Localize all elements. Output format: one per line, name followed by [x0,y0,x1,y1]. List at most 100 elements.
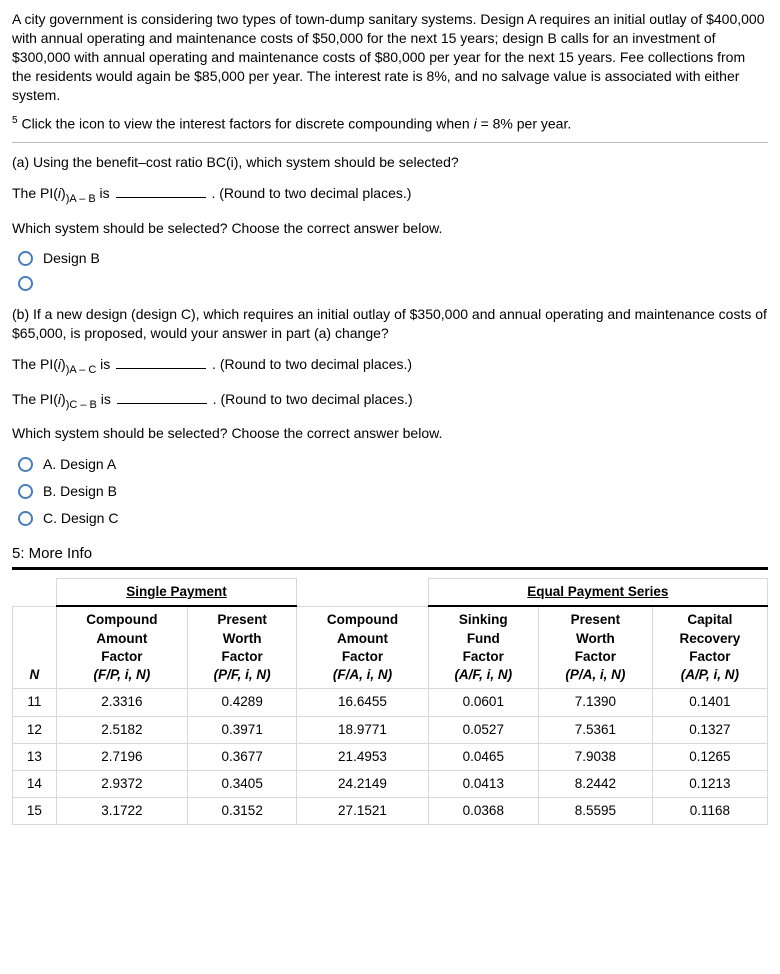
col-ap-header: Capital Recovery Factor (A/P, i, N) [652,606,767,688]
cell: 0.3405 [188,770,297,797]
group-equal-payment: Equal Payment Series [428,579,767,607]
h: Compound [63,611,181,629]
h: Present [194,611,290,629]
pi-ac-sub: ))A – C [61,356,96,372]
pi-ab-blank[interactable] [116,184,206,198]
group-single-payment: Single Payment [56,579,297,607]
interest-factors-table: Single Payment Equal Payment Series N Co… [12,578,768,825]
h: (P/A, i, N) [545,666,646,684]
cell: 7.1390 [538,689,652,716]
pi-ac-subscript: )A – C [66,364,97,376]
more-info-divider [12,567,768,570]
part-a-option-empty[interactable] [18,276,768,291]
h: Factor [303,648,421,666]
col-af-header: Sinking Fund Factor (A/F, i, N) [428,606,538,688]
footnote: 5 Click the icon to view the interest fa… [12,114,768,134]
pi-ab-subscript: )A – B [66,193,96,205]
cell: 0.0368 [428,798,538,825]
more-info-label: 5: More Info [12,544,768,564]
problem-statement: A city government is considering two typ… [12,10,768,104]
radio-icon[interactable] [18,511,33,526]
h: Factor [435,648,532,666]
cell: 0.3971 [188,716,297,743]
h: Factor [545,648,646,666]
cell: 14 [13,770,57,797]
pi-cb-blank[interactable] [117,390,207,404]
cell: 15 [13,798,57,825]
pi-cb-pre: The PI( [12,391,58,407]
cell: 0.0527 [428,716,538,743]
h: Worth [545,630,646,648]
pi-ab-is: is [96,185,114,201]
radio-icon[interactable] [18,251,33,266]
footnote-tail: = 8% per year. [477,116,572,132]
cell: 2.7196 [56,743,187,770]
blank-header [13,579,57,607]
part-b-choose: Which system should be selected? Choose … [12,424,768,443]
h: Recovery [659,630,761,648]
cell: 0.1265 [652,743,767,770]
cell: 2.9372 [56,770,187,797]
h: Factor [194,648,290,666]
cell: 0.1327 [652,716,767,743]
cell: 13 [13,743,57,770]
cell: 0.1213 [652,770,767,797]
cell: 2.3316 [56,689,187,716]
pi-ab-sub: ))A – B [61,185,96,201]
part-b-option-a[interactable]: A. Design A [18,455,768,474]
cell: 7.9038 [538,743,652,770]
h: (F/P, i, N) [63,666,181,684]
pi-cb-subscript: )C – B [66,399,97,411]
pi-ac-pre: The PI( [12,356,58,372]
part-a-choose: Which system should be selected? Choose … [12,219,768,238]
table-row: 12 2.5182 0.3971 18.9771 0.0527 7.5361 0… [13,716,768,743]
pi-cb-sub: ))C – B [61,391,97,407]
cell: 18.9771 [297,716,428,743]
col-pa-header: Present Worth Factor (P/A, i, N) [538,606,652,688]
pi-cb-is: is [97,391,115,407]
h: Worth [194,630,290,648]
cell: 8.2442 [538,770,652,797]
part-b-option-a-label: A. Design A [43,455,116,474]
cell: 12 [13,716,57,743]
radio-icon[interactable] [18,457,33,472]
part-b-option-c[interactable]: C. Design C [18,509,768,528]
cell: 0.1168 [652,798,767,825]
h: Capital [659,611,761,629]
cell: 27.1521 [297,798,428,825]
h: Compound [303,611,421,629]
pi-ac-tail: . (Round to two decimal places.) [208,356,412,372]
table-row: 11 2.3316 0.4289 16.6455 0.0601 7.1390 0… [13,689,768,716]
h: Fund [435,630,532,648]
pi-cb-tail: . (Round to two decimal places.) [209,391,413,407]
table-row: 15 3.1722 0.3152 27.1521 0.0368 8.5595 0… [13,798,768,825]
pi-ac-blank[interactable] [116,355,206,369]
part-b-input-line-1: The PI(i))A – C is . (Round to two decim… [12,355,768,378]
blank-header [297,579,428,607]
h: Sinking [435,611,532,629]
part-a-input-line: The PI(i))A – B is . (Round to two decim… [12,184,768,207]
cell: 8.5595 [538,798,652,825]
cell: 0.1401 [652,689,767,716]
cell: 0.4289 [188,689,297,716]
part-a-option-designb[interactable]: Design B [18,249,768,268]
table-row: 14 2.9372 0.3405 24.2149 0.0413 8.2442 0… [13,770,768,797]
col-pf-header: Present Worth Factor (P/F, i, N) [188,606,297,688]
radio-icon[interactable] [18,484,33,499]
cell: 0.0465 [428,743,538,770]
cell: 3.1722 [56,798,187,825]
table-body: 11 2.3316 0.4289 16.6455 0.0601 7.1390 0… [13,689,768,825]
h: Amount [303,630,421,648]
h: Amount [63,630,181,648]
h: (F/A, i, N) [303,666,421,684]
cell: 11 [13,689,57,716]
h: (P/F, i, N) [194,666,290,684]
pi-ab-tail: . (Round to two decimal places.) [208,185,412,201]
cell: 7.5361 [538,716,652,743]
part-b-option-b[interactable]: B. Design B [18,482,768,501]
part-a-label: (a) Using the benefit–cost ratio BC(i), … [12,153,768,172]
footnote-text: Click the icon to view the interest fact… [18,116,474,132]
radio-icon[interactable] [18,276,33,291]
cell: 21.4953 [297,743,428,770]
pi-ab-pre: The PI( [12,185,58,201]
